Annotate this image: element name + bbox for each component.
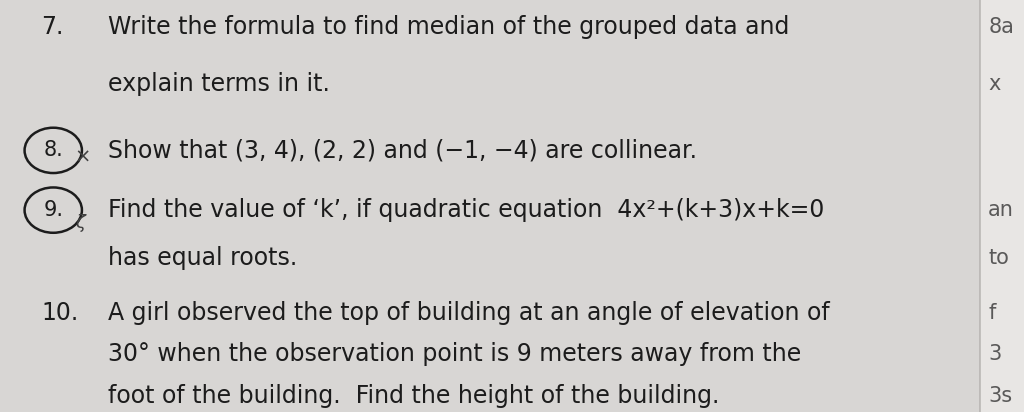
Text: A girl observed the top of building at an angle of elevation of: A girl observed the top of building at a… xyxy=(108,301,829,325)
Text: has equal roots.: has equal roots. xyxy=(108,246,297,269)
Text: Write the formula to find median of the grouped data and: Write the formula to find median of the … xyxy=(108,15,788,39)
Text: 30° when the observation point is 9 meters away from the: 30° when the observation point is 9 mete… xyxy=(108,342,801,366)
FancyBboxPatch shape xyxy=(0,0,980,412)
Text: 3: 3 xyxy=(988,344,1001,364)
Text: x: x xyxy=(988,75,1000,94)
Text: explain terms in it.: explain terms in it. xyxy=(108,73,330,96)
Text: an: an xyxy=(988,200,1014,220)
Text: f: f xyxy=(988,303,995,323)
Text: ×: × xyxy=(75,148,91,167)
FancyBboxPatch shape xyxy=(980,0,1024,412)
Text: to: to xyxy=(988,248,1009,267)
Text: 10.: 10. xyxy=(41,301,78,325)
Text: 9.: 9. xyxy=(43,200,63,220)
Text: 7.: 7. xyxy=(41,15,63,39)
Text: 3s: 3s xyxy=(988,386,1013,405)
Text: foot of the building.  Find the height of the building.: foot of the building. Find the height of… xyxy=(108,384,719,407)
Text: 8.: 8. xyxy=(43,140,63,160)
Text: ζ: ζ xyxy=(75,214,85,232)
Text: Show that (3, 4), (2, 2) and (−1, −4) are collinear.: Show that (3, 4), (2, 2) and (−1, −4) ar… xyxy=(108,138,696,162)
Text: Find the value of ‘k’, if quadratic equation  4x²+(k+3)x+k=0: Find the value of ‘k’, if quadratic equa… xyxy=(108,198,824,222)
Text: 8a: 8a xyxy=(988,17,1014,37)
